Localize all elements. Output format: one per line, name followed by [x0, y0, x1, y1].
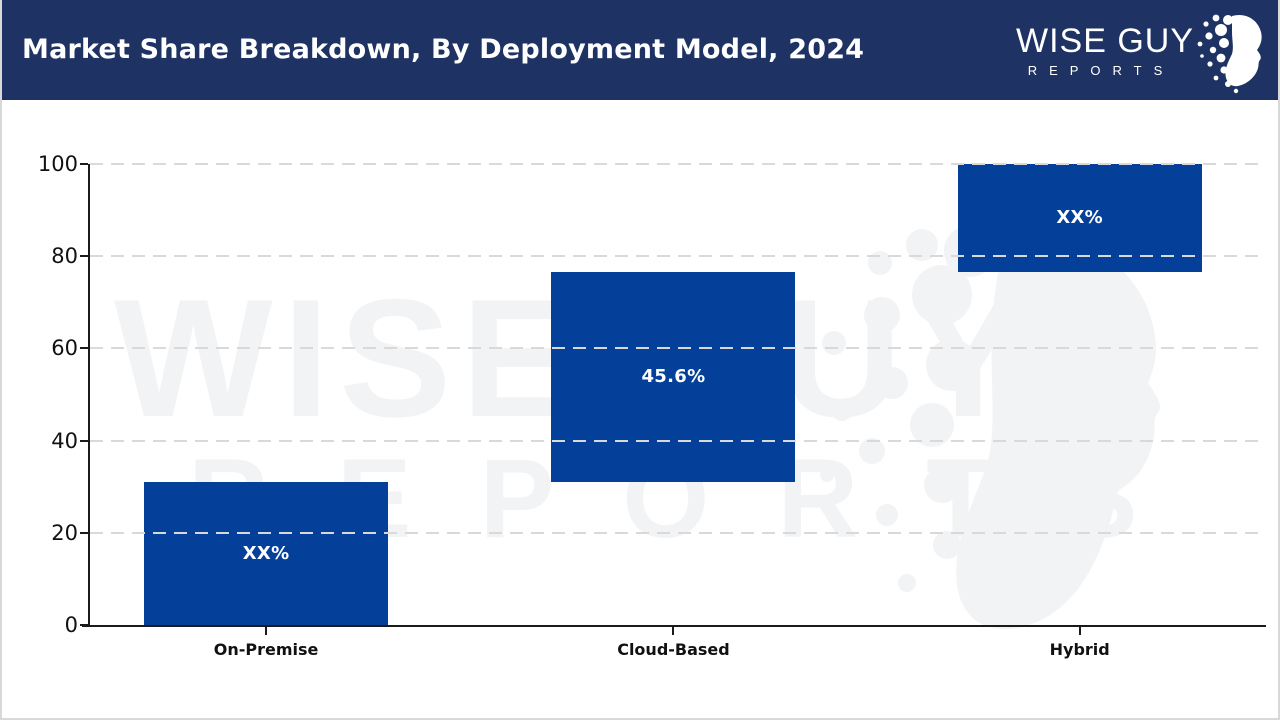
- bar-value-label: 45.6%: [641, 366, 706, 388]
- y-tick-label: 100: [37, 152, 78, 176]
- y-axis-tick: [80, 255, 88, 258]
- page-title: Market Share Breakdown, By Deployment Mo…: [22, 34, 865, 65]
- x-axis-tick: [1078, 627, 1081, 635]
- bar-on-premise: XX%: [144, 482, 389, 625]
- grid-line: [90, 531, 1264, 534]
- y-tick-label: 20: [51, 520, 78, 545]
- y-axis-tick: [80, 163, 88, 165]
- header-bar: Market Share Breakdown, By Deployment Mo…: [2, 0, 1278, 100]
- y-axis-line: [88, 164, 90, 627]
- y-tick-label: 40: [51, 428, 78, 453]
- logo-subtitle: REPORTS: [1027, 63, 1175, 78]
- y-axis-tick: [80, 624, 88, 626]
- x-axis-tick: [672, 627, 675, 635]
- y-tick-label: 60: [51, 336, 78, 361]
- logo-text: WISE GUY REPORTS: [1016, 22, 1195, 78]
- x-category-label: Cloud-Based: [617, 640, 730, 659]
- logo-head-icon: [1197, 14, 1262, 94]
- x-axis-tick: [265, 627, 268, 635]
- x-category-label: Hybrid: [1049, 640, 1110, 659]
- grid-line: [90, 163, 1264, 165]
- logo-wordmark: WISE GUY: [1016, 22, 1195, 60]
- y-axis-tick: [80, 347, 88, 350]
- watermark-head-graphic: [805, 225, 1161, 630]
- bar-hybrid: XX%: [957, 164, 1202, 272]
- y-axis-tick: [80, 531, 88, 534]
- grid-line: [90, 255, 1264, 258]
- grid-line: [90, 347, 1264, 350]
- chart-plot-area: XX% 45.6% XX% 0 20 40 60 80 100 On-Premise Cloud-…: [38, 152, 1266, 659]
- y-tick-label: 80: [51, 244, 78, 269]
- bar-value-label: XX%: [242, 543, 290, 565]
- grid-line: [90, 439, 1264, 442]
- bar-value-label: XX%: [1056, 207, 1104, 229]
- wise-guy-reports-logo: WISE GUY REPORTS: [1016, 8, 1266, 94]
- y-axis-tick: [80, 439, 88, 442]
- x-category-label: On-Premise: [213, 640, 319, 659]
- x-axis-line: [82, 625, 1266, 627]
- bar-cloud-based: 45.6%: [551, 271, 796, 483]
- y-tick-label: 0: [64, 613, 78, 637]
